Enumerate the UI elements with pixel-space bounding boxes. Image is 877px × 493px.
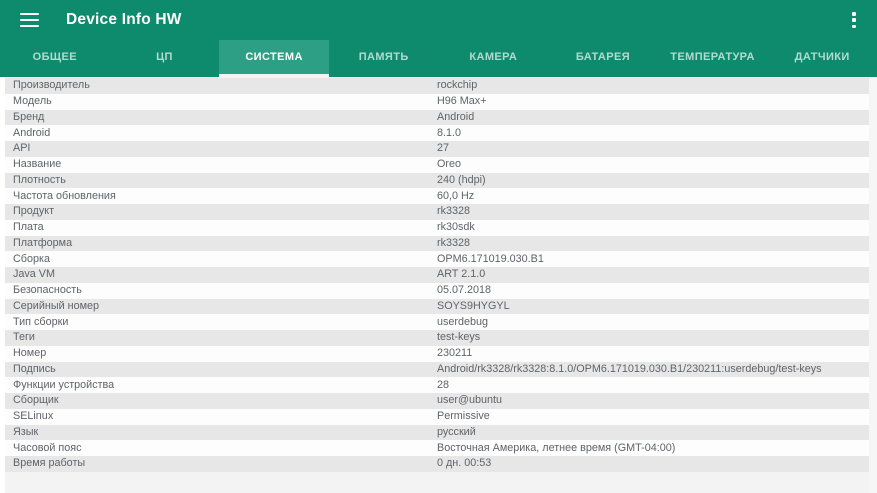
row-label: Сборка [13,253,50,265]
table-row: Платформа rk3328 [5,235,869,252]
row-value: 05.07.2018 [437,285,492,297]
table-row: Название Oreo [5,156,869,173]
table-row: Бренд Android [5,109,869,126]
table-row: Модель H96 Max+ [5,93,869,110]
table-row: Сборщик user@ubuntu [5,393,869,409]
row-value: 28 [437,379,450,391]
row-label: Плотность [13,174,66,186]
row-label: Плата [13,222,44,234]
table-row: Плотность 240 (hdpi) [5,172,869,189]
table-row: Тип сборки userdebug [5,314,869,330]
row-label: Подпись [13,363,56,375]
row-label: Частота обновления [13,190,116,202]
right-gutter [869,77,877,493]
row-value: 240 (hdpi) [437,174,486,186]
row-value: Oreo [437,159,462,171]
row-value: 0 дн. 00:53 [437,458,492,470]
row-value: rk3328 [437,206,471,218]
row-value: 27 [437,143,450,155]
row-label: Платформа [13,237,73,249]
row-label: Время работы [13,458,86,470]
table-row: SELinux Permissive [5,408,869,425]
table-row: Подпись Android/rk3328/rk3328:8.1.0/OPM6.… [5,361,869,378]
tab-1[interactable]: ЦП [156,51,173,63]
row-value: rk3328 [437,237,471,249]
row-value: Android [437,111,475,123]
table-row: Android 8.1.0 [5,125,869,141]
row-label: Тип сборки [13,316,69,328]
overflow-menu-icon[interactable] [847,11,861,29]
system-info-table: Производитель rockchip Модель H96 Max+ Бренд… [5,78,869,472]
row-value: ART 2.1.0 [437,269,486,281]
row-label: Модель [13,96,52,108]
tab-system[interactable]: СИСТЕМА [219,40,329,77]
row-value: user@ubuntu [437,395,502,407]
table-row: Часовой пояс Восточная Америка, летнее вр… [5,440,869,456]
row-label: Функции устройства [13,379,115,391]
row-label: Часовой пояс [13,442,82,454]
row-label: Android [13,127,51,139]
row-value: H96 Max+ [437,96,487,108]
tab-3[interactable]: ПАМЯТЬ [358,51,409,63]
row-value: OPM6.171019.030.B1 [437,253,544,265]
row-value: 230211 [437,348,473,360]
table-row: Плата rk30sdk [5,219,869,236]
row-value: Восточная Америка, летнее время (GMT-04:… [437,442,676,454]
row-label: Производитель [13,80,90,92]
system-info-panel: Производитель rockchip Модель H96 Max+ Бренд… [0,77,877,493]
table-row: Серийный номер SOYS9HYGYL [5,298,869,315]
row-label: Бренд [13,111,45,123]
tab-bar: ОБЩЕЕ ЦП СИСТЕМА ПАМЯТЬ КАМЕРА БАТАРЕЯ ТЕМПЕРА… [0,40,877,77]
tab-5[interactable]: БАТАРЕЯ [575,51,631,63]
app-title: Device Info HW [66,11,182,28]
row-label: SELinux [13,411,54,423]
tab-7[interactable]: ДАТЧИКИ [794,51,850,63]
tab-4[interactable]: КАМЕРА [469,51,518,63]
row-label: Безопасность [13,285,82,297]
row-label: Теги [13,332,35,344]
table-row: Безопасность 05.07.2018 [5,282,869,299]
tab-0[interactable]: ОБЩЕЕ [32,51,77,63]
left-gutter [0,77,5,493]
row-value: rockchip [437,80,478,92]
row-value: 60,0 Hz [437,190,475,202]
table-row: Java VM ART 2.1.0 [5,267,869,283]
table-row: Время работы 0 дн. 00:53 [5,456,869,472]
row-value: Android/rk3328/rk3328:8.1.0/OPM6.171019.… [437,363,822,375]
tab-6[interactable]: ТЕМПЕРАТУРА [670,51,755,63]
row-value: rk30sdk [437,222,475,234]
row-value: 8.1.0 [437,127,462,139]
row-label: Язык [13,426,39,438]
app-bar: Device Info HW [0,0,877,40]
row-label: Название [13,159,62,171]
row-label: Серийный номер [13,300,100,312]
table-row: Продукт rk3328 [5,204,869,220]
table-row: Частота обновления 60,0 Hz [5,188,869,204]
table-row: API 27 [5,141,869,157]
row-label: Продукт [13,206,55,218]
row-label: API [13,143,31,155]
row-value: SOYS9HYGYL [437,300,510,312]
hamburger-menu-icon[interactable] [20,13,39,27]
row-value: userdebug [437,316,489,328]
table-row: Язык русский [5,424,869,441]
row-value: test-keys [437,332,481,344]
row-value: русский [437,426,476,438]
row-label: Номер [13,348,47,360]
table-row: Теги test-keys [5,330,869,346]
table-row: Производитель rockchip [5,78,869,94]
row-label: Сборщик [13,395,59,407]
row-label: Java VM [13,269,56,281]
row-value: Permissive [437,411,490,423]
table-row: Функции устройства 28 [5,377,869,393]
table-row: Номер 230211 [5,345,869,362]
table-row: Сборка OPM6.171019.030.B1 [5,251,869,267]
